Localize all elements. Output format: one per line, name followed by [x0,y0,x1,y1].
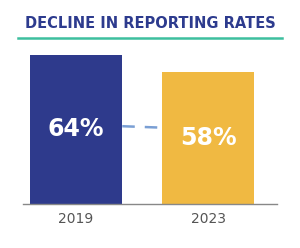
Text: 64%: 64% [48,117,104,141]
Text: 58%: 58% [180,126,236,150]
Bar [162,72,254,204]
Bar [30,55,122,204]
Text: 2019: 2019 [58,212,94,226]
Text: DECLINE IN REPORTING RATES: DECLINE IN REPORTING RATES [25,16,275,31]
Text: 2023: 2023 [190,212,226,226]
